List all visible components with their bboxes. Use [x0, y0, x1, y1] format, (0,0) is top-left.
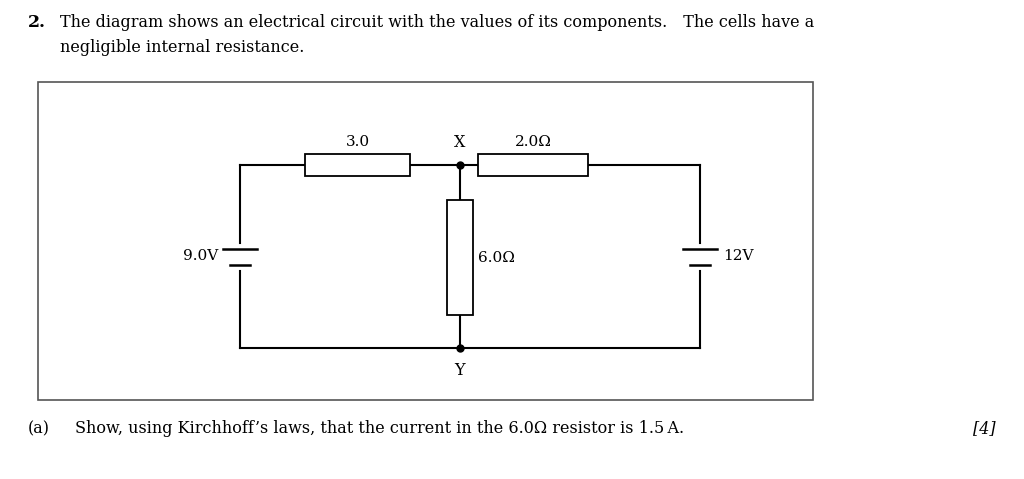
Bar	[305, 154, 410, 176]
Text: Show, using Kirchhoff’s laws, that the current in the 6.0Ω resistor is 1.5 A.: Show, using Kirchhoff’s laws, that the c…	[75, 420, 684, 437]
Text: (a): (a)	[28, 420, 50, 437]
Text: 9.0V: 9.0V	[182, 250, 218, 263]
Text: [4]: [4]	[974, 420, 996, 437]
Text: 3.0: 3.0	[345, 135, 370, 149]
Text: 2.0Ω: 2.0Ω	[515, 135, 552, 149]
Text: 12V: 12V	[723, 250, 754, 263]
Bar	[478, 154, 588, 176]
Text: Y: Y	[455, 362, 465, 379]
Text: The diagram shows an electrical circuit with the values of its components. The c: The diagram shows an electrical circuit …	[60, 14, 814, 56]
Text: X: X	[455, 134, 466, 151]
Bar	[447, 200, 473, 315]
Text: 6.0Ω: 6.0Ω	[478, 251, 515, 264]
Bar	[38, 82, 813, 400]
Text: 2.: 2.	[28, 14, 46, 31]
